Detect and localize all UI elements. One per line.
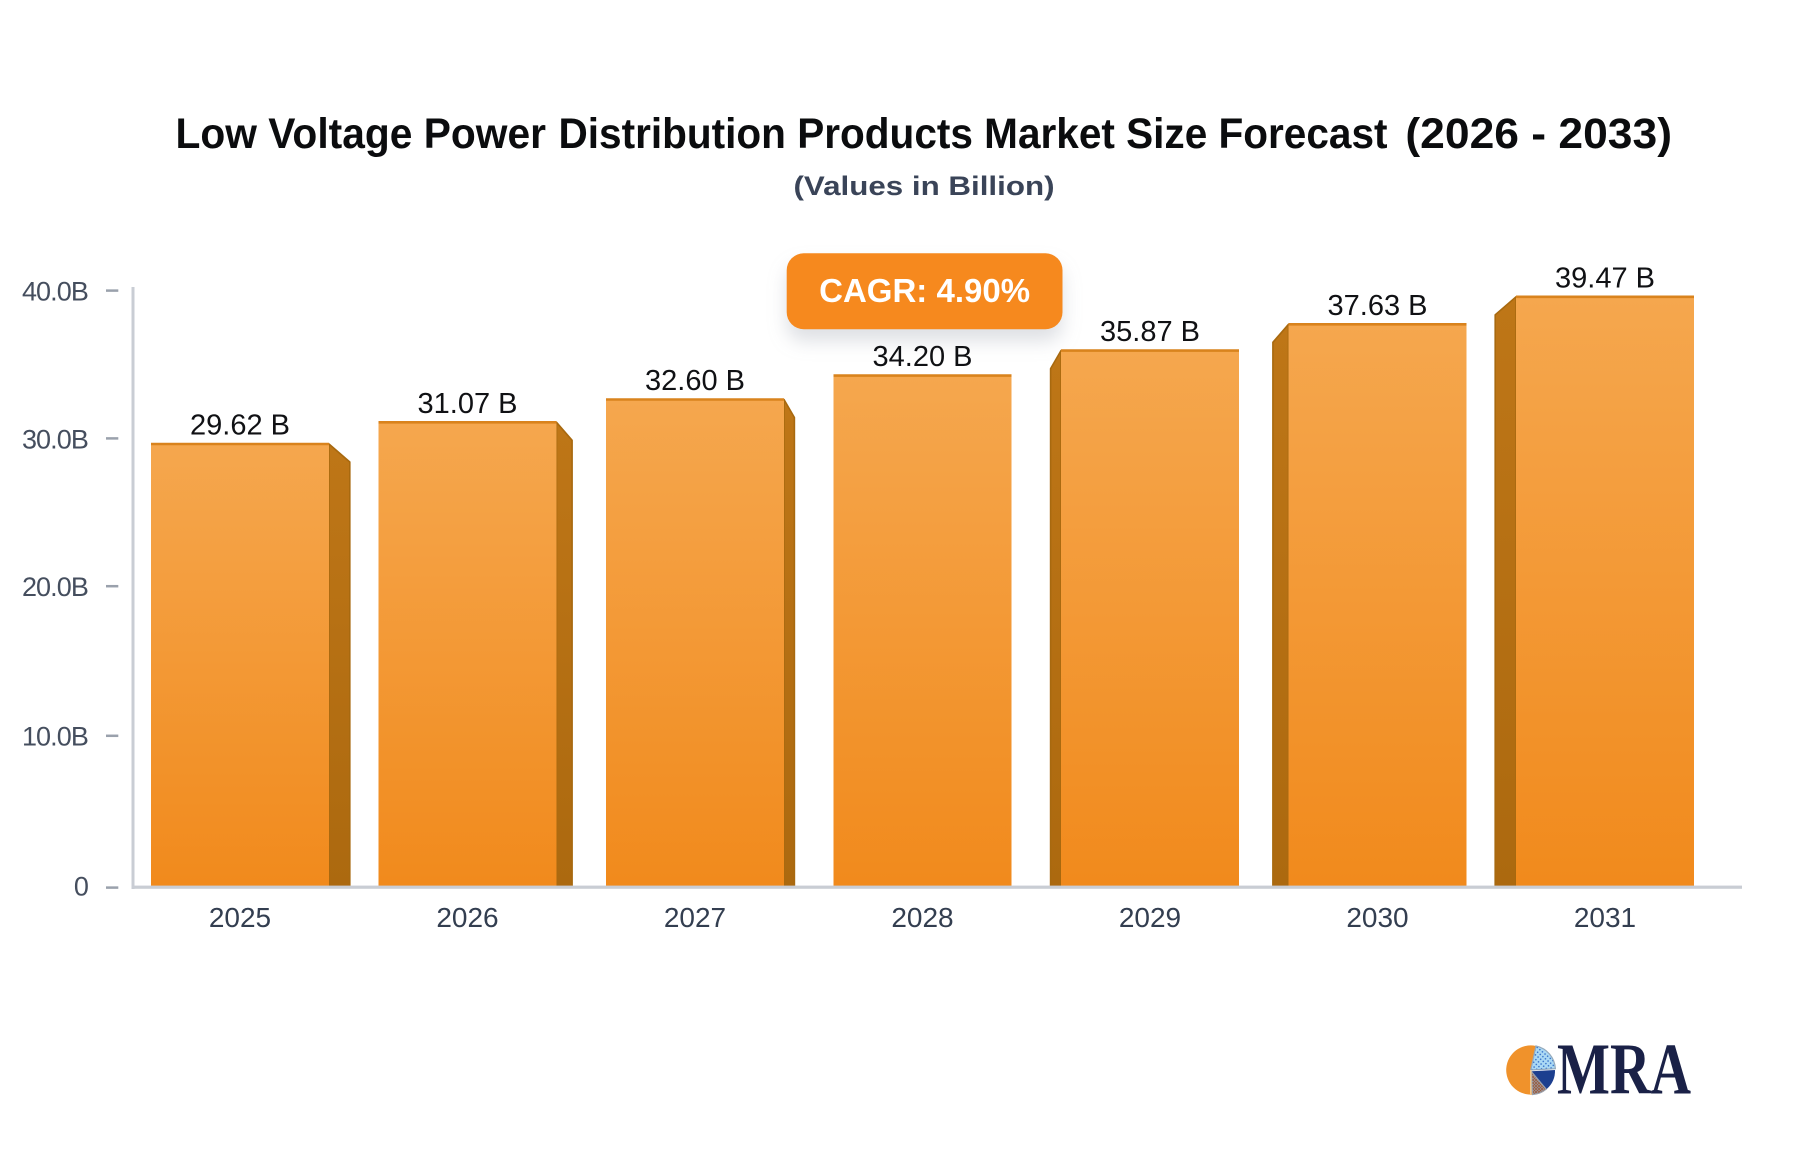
svg-text:0: 0: [74, 871, 88, 901]
svg-text:20.0B: 20.0B: [22, 572, 88, 602]
svg-text:37.63 B: 37.63 B: [1328, 290, 1428, 322]
svg-text:31.07 B: 31.07 B: [418, 388, 518, 420]
svg-text:MRA: MRA: [1557, 1029, 1691, 1110]
svg-text:Low Voltage Power: Low Voltage Power: [176, 110, 547, 158]
svg-text:(2026 - 2033): (2026 - 2033): [1405, 110, 1672, 158]
svg-text:2030: 2030: [1346, 902, 1408, 933]
svg-text:2027: 2027: [664, 902, 726, 933]
svg-text:2031: 2031: [1574, 902, 1636, 933]
svg-text:39.47 B: 39.47 B: [1555, 262, 1655, 294]
svg-text:29.62 B: 29.62 B: [190, 410, 290, 442]
svg-text:(Values in Billion): (Values in Billion): [794, 171, 1055, 201]
svg-text:2026: 2026: [436, 902, 498, 933]
svg-text:2028: 2028: [891, 902, 953, 933]
svg-text:CAGR: 4.90%: CAGR: 4.90%: [819, 272, 1030, 309]
svg-text:2025: 2025: [209, 902, 271, 933]
svg-text:10.0B: 10.0B: [22, 722, 88, 752]
svg-text:35.87 B: 35.87 B: [1100, 316, 1200, 348]
svg-text:Distribution Products Market S: Distribution Products Market Size Foreca…: [559, 110, 1388, 158]
svg-text:34.20 B: 34.20 B: [873, 341, 973, 373]
svg-text:40.0B: 40.0B: [22, 277, 88, 307]
svg-text:32.60 B: 32.60 B: [645, 365, 745, 397]
svg-text:30.0B: 30.0B: [22, 424, 88, 454]
svg-text:2029: 2029: [1119, 902, 1181, 933]
